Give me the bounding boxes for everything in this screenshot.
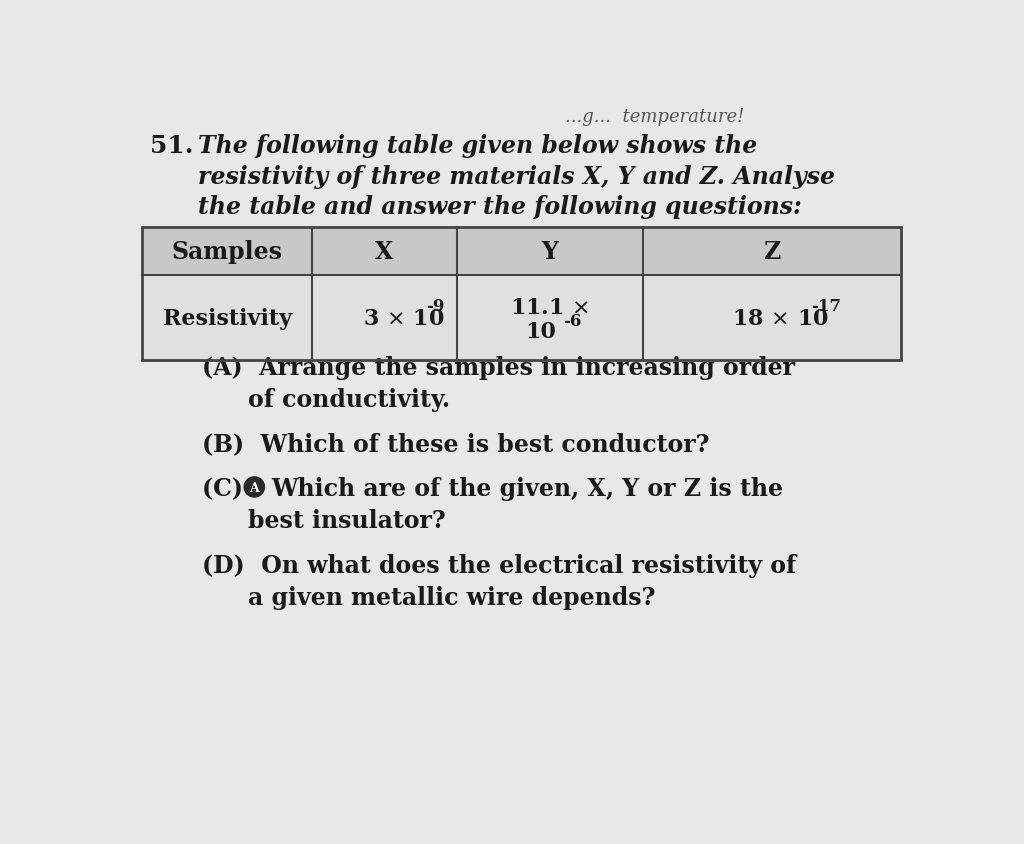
Text: (B)  Which of these is best conductor?: (B) Which of these is best conductor? bbox=[202, 432, 710, 456]
Text: a given metallic wire depends?: a given metallic wire depends? bbox=[248, 586, 655, 609]
Bar bbox=[142, 276, 901, 360]
Text: resistivity of three materials X, Y and Z. Analyse: resistivity of three materials X, Y and … bbox=[198, 165, 835, 188]
Text: Z: Z bbox=[763, 240, 780, 264]
Text: 3 $\times$ 10: 3 $\times$ 10 bbox=[362, 307, 444, 329]
Text: 11.1 $\times$: 11.1 $\times$ bbox=[510, 296, 590, 318]
Text: Y: Y bbox=[541, 240, 558, 264]
Text: of conductivity.: of conductivity. bbox=[248, 387, 451, 411]
Text: 10: 10 bbox=[525, 321, 556, 343]
Bar bbox=[142, 228, 901, 276]
Text: Which are of the given, X, Y or Z is the: Which are of the given, X, Y or Z is the bbox=[271, 477, 783, 500]
Text: Samples: Samples bbox=[172, 240, 283, 264]
Text: best insulator?: best insulator? bbox=[248, 509, 445, 533]
Text: (C): (C) bbox=[202, 477, 251, 500]
Bar bbox=[142, 228, 901, 360]
Text: Resistivity: Resistivity bbox=[163, 307, 292, 329]
Text: X: X bbox=[375, 240, 394, 264]
Text: (A)  Arrange the samples in increasing order: (A) Arrange the samples in increasing or… bbox=[202, 355, 795, 379]
Text: -17: -17 bbox=[811, 297, 841, 314]
Text: 51.: 51. bbox=[150, 133, 194, 158]
Text: 18 $\times$ 10: 18 $\times$ 10 bbox=[732, 307, 828, 329]
Text: ...g...  temperature!: ...g... temperature! bbox=[565, 107, 744, 126]
Text: The following table given below shows the: The following table given below shows th… bbox=[198, 133, 757, 158]
Text: the table and answer the following questions:: the table and answer the following quest… bbox=[198, 195, 802, 219]
Circle shape bbox=[244, 477, 265, 498]
Text: A: A bbox=[250, 482, 259, 495]
Text: (D)  On what does the electrical resistivity of: (D) On what does the electrical resistiv… bbox=[202, 554, 796, 577]
Text: -9: -9 bbox=[426, 297, 444, 314]
Text: -6: -6 bbox=[563, 313, 582, 330]
